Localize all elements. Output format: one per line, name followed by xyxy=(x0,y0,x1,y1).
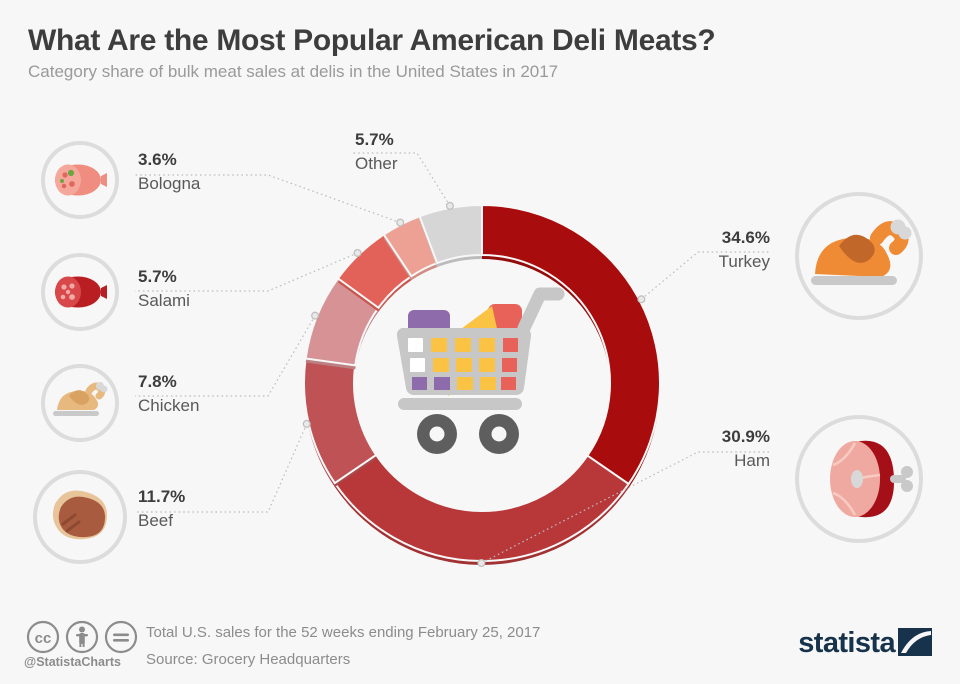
callout-beef: 11.7% Beef xyxy=(138,485,185,533)
callout-turkey-label: Turkey xyxy=(718,252,770,271)
svg-text:cc: cc xyxy=(35,630,52,647)
donut-slice-other[interactable] xyxy=(418,203,483,265)
connector-dot xyxy=(477,558,486,567)
connector-dot xyxy=(445,201,454,210)
icon-bubble-ham xyxy=(795,415,923,543)
callout-chicken-label: Chicken xyxy=(138,396,200,415)
chicken-icon xyxy=(53,382,108,416)
connector-salami xyxy=(135,252,358,292)
callout-bologna-value: 3.6% xyxy=(138,150,177,169)
connector-dot xyxy=(302,419,311,428)
callout-beef-value: 11.7% xyxy=(138,487,186,506)
callout-connectors xyxy=(135,152,770,567)
statista-logo-text: statista xyxy=(798,627,895,659)
callout-beef-label: Beef xyxy=(138,511,173,530)
connector-chicken xyxy=(135,315,316,397)
callout-salami-label: Salami xyxy=(138,291,190,310)
callout-turkey-value: 34.6% xyxy=(721,228,770,247)
callout-chicken-value: 7.8% xyxy=(138,372,177,391)
connector-beef xyxy=(135,423,308,513)
statista-logo-mark xyxy=(898,628,932,656)
cc-nd-equals-icon xyxy=(113,633,129,642)
callout-ham-label: Ham xyxy=(734,451,770,470)
connector-bologna xyxy=(135,174,401,224)
callout-other: 5.7% Other xyxy=(355,128,398,176)
beef-icon xyxy=(52,490,108,540)
callout-salami: 5.7% Salami xyxy=(138,265,190,313)
page-title: What Are the Most Popular American Deli … xyxy=(28,24,716,57)
callout-salami-value: 5.7% xyxy=(138,267,177,286)
connector-dot xyxy=(637,295,646,304)
icon-bubble-salami xyxy=(41,253,119,331)
connector-turkey xyxy=(640,251,770,300)
page-subtitle: Category share of bulk meat sales at del… xyxy=(28,62,559,81)
icon-bubble-chicken xyxy=(41,364,119,442)
callout-chicken: 7.8% Chicken xyxy=(138,370,199,418)
connector-dot xyxy=(353,248,362,257)
connector-dot xyxy=(396,218,405,227)
donut-slice-ham[interactable] xyxy=(333,453,630,562)
statista-handle: @StatistaCharts xyxy=(24,655,121,669)
turkey-icon xyxy=(811,219,912,285)
cc-by-person-icon xyxy=(76,626,88,647)
icon-bubble-beef xyxy=(33,470,127,564)
callout-ham: 30.9% Ham xyxy=(722,425,770,473)
donut-slices xyxy=(303,203,661,565)
statista-logo: statista xyxy=(798,628,932,658)
bologna-icon xyxy=(55,164,107,196)
donut-slice-turkey[interactable] xyxy=(481,203,661,486)
callout-ham-value: 30.9% xyxy=(721,427,770,446)
icon-bubble-turkey xyxy=(795,192,923,320)
creative-commons-icons: cc xyxy=(26,620,138,654)
shopping-cart-icon xyxy=(396,287,565,454)
callout-other-label: Other xyxy=(355,154,398,173)
ham-icon xyxy=(830,440,913,518)
footer-note: Total U.S. sales for the 52 weeks ending… xyxy=(146,624,541,641)
connector-dot xyxy=(311,311,320,320)
footer-source: Source: Grocery Headquarters xyxy=(146,651,351,668)
callout-other-value: 5.7% xyxy=(355,130,394,149)
connector-ham xyxy=(481,451,770,564)
callout-bologna: 3.6% Bologna xyxy=(138,148,200,196)
callout-bologna-label: Bologna xyxy=(138,174,201,193)
callout-turkey: 34.6% Turkey xyxy=(719,226,770,274)
salami-icon xyxy=(55,276,107,308)
icon-bubble-bologna xyxy=(41,141,119,219)
